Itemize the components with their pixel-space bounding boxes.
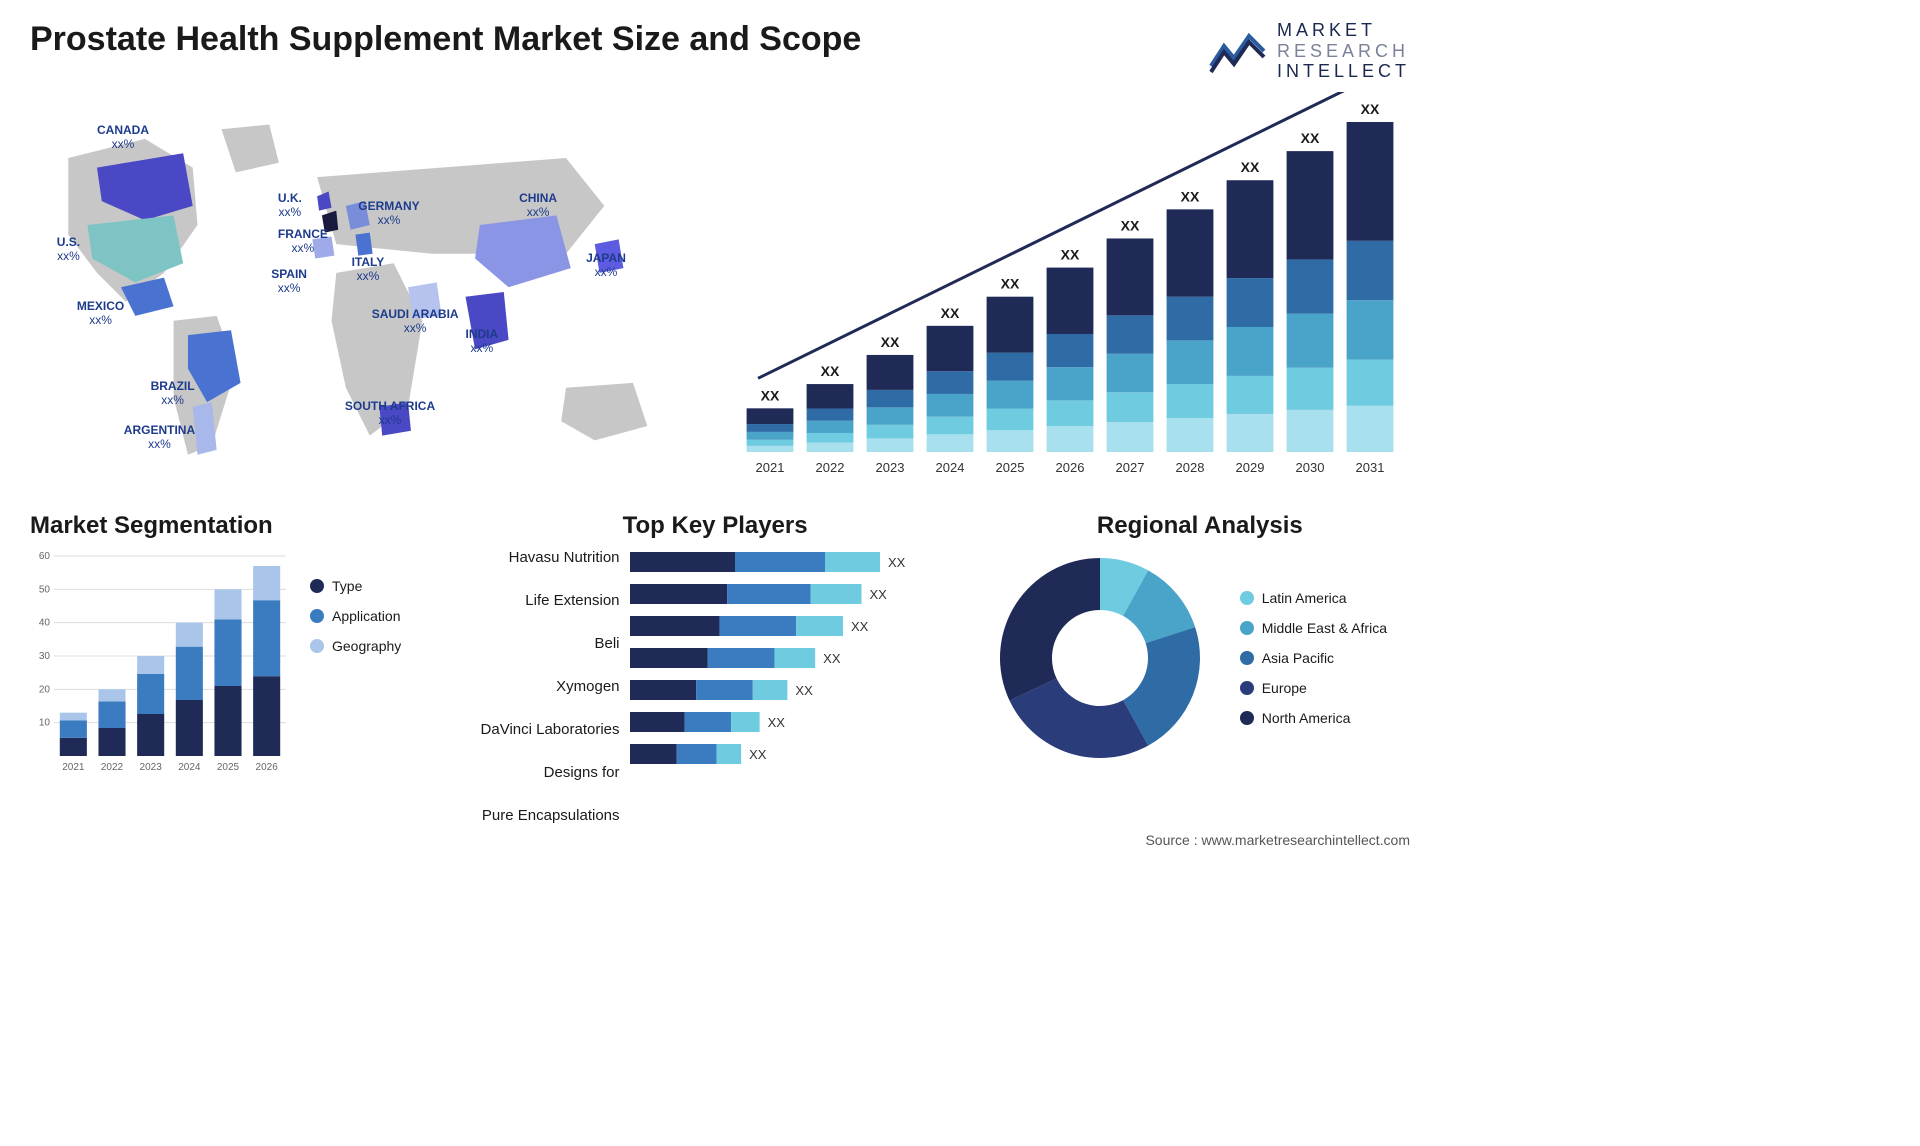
seg-legend-application: Application [310, 608, 401, 624]
players-labels: Havasu Nutrition Life Extension Beli Xymoge… [481, 548, 630, 838]
regional-donut [990, 548, 1210, 768]
svg-text:2023: 2023 [140, 762, 163, 773]
player-label: Xymogen [481, 677, 620, 709]
segmentation-chart: 10 20 30 40 50 60 2021 2022 2023 2024 2025 2026 [30, 548, 290, 778]
map-label-u-k-: U.K.xx% [278, 192, 302, 220]
svg-text:XX: XX [881, 334, 900, 350]
logo-line3: INTELLECT [1277, 61, 1410, 82]
svg-text:XX: XX [1181, 188, 1200, 204]
svg-text:2028: 2028 [1176, 460, 1205, 475]
logo-icon [1209, 26, 1269, 76]
region-legend-north-america: North America [1240, 710, 1387, 726]
svg-text:50: 50 [39, 584, 51, 595]
map-label-italy: ITALYxx% [352, 256, 385, 284]
region-legend-europe: Europe [1240, 680, 1387, 696]
svg-text:XX: XX [1301, 130, 1320, 146]
map-label-argentina: ARGENTINAxx% [124, 424, 195, 452]
svg-text:XX: XX [850, 619, 868, 634]
svg-text:20: 20 [39, 684, 51, 695]
map-label-china: CHINAxx% [519, 192, 557, 220]
seg-legend-geography: Geography [310, 638, 401, 654]
svg-text:40: 40 [39, 618, 51, 629]
map-label-india: INDIAxx% [466, 328, 499, 356]
svg-text:XX: XX [1001, 276, 1020, 292]
players-title: Top Key Players [481, 512, 950, 540]
svg-text:XX: XX [795, 683, 813, 698]
svg-text:2022: 2022 [101, 762, 124, 773]
regional-panel: Regional Analysis Latin America Middle Ea… [990, 512, 1410, 792]
svg-text:2029: 2029 [1236, 460, 1265, 475]
forecast-chart-panel: XX 2021 XX 2022 XX 2023 XX 2024 XX 2025 XX 2026 XX 20… [730, 92, 1410, 492]
svg-text:10: 10 [39, 718, 51, 729]
svg-text:XX: XX [941, 305, 960, 321]
brand-logo: MARKET RESEARCH INTELLECT [1209, 20, 1410, 82]
svg-text:2026: 2026 [1056, 460, 1085, 475]
map-label-saudi-arabia: SAUDI ARABIAxx% [372, 308, 459, 336]
svg-text:2026: 2026 [256, 762, 279, 773]
svg-text:XX: XX [1121, 218, 1140, 234]
svg-text:XX: XX [749, 747, 767, 762]
svg-text:XX: XX [888, 555, 906, 570]
region-legend-latin-america: Latin America [1240, 590, 1387, 606]
page-title: Prostate Health Supplement Market Size a… [30, 20, 861, 59]
logo-line2: RESEARCH [1277, 41, 1410, 62]
forecast-chart: XX 2021 XX 2022 XX 2023 XX 2024 XX 2025 XX 2026 XX 20… [730, 92, 1410, 492]
source-text: Source : www.marketresearchintellect.com [1145, 832, 1410, 848]
segmentation-legend: Type Application Geography [310, 548, 401, 778]
svg-text:XX: XX [821, 363, 840, 379]
svg-text:2027: 2027 [1116, 460, 1145, 475]
player-label: DaVinci Laboratories [481, 720, 620, 752]
svg-text:2022: 2022 [816, 460, 845, 475]
regional-title: Regional Analysis [990, 512, 1410, 540]
svg-text:2025: 2025 [996, 460, 1025, 475]
player-label: Beli [481, 634, 620, 666]
logo-line1: MARKET [1277, 20, 1410, 41]
svg-text:2021: 2021 [756, 460, 785, 475]
map-label-south-africa: SOUTH AFRICAxx% [345, 400, 435, 428]
svg-text:2031: 2031 [1356, 460, 1385, 475]
map-label-germany: GERMANYxx% [358, 200, 419, 228]
svg-text:XX: XX [1061, 247, 1080, 263]
svg-text:2023: 2023 [876, 460, 905, 475]
svg-text:60: 60 [39, 551, 51, 562]
svg-text:XX: XX [761, 387, 780, 403]
map-label-spain: SPAINxx% [271, 268, 307, 296]
segmentation-panel: Market Segmentation 10 20 30 40 50 60 2021 2022… [30, 512, 441, 792]
player-label: Life Extension [481, 591, 620, 623]
player-label: Designs for [481, 763, 620, 795]
svg-text:XX: XX [823, 651, 841, 666]
world-map-panel: CANADAxx% U.S.xx% MEXICOxx% BRAZILxx% ARGENT… [30, 92, 700, 492]
player-label: Havasu Nutrition [481, 548, 620, 580]
svg-text:XX: XX [1361, 101, 1380, 117]
svg-text:2024: 2024 [936, 460, 965, 475]
player-label: Pure Encapsulations [481, 806, 620, 838]
svg-text:2030: 2030 [1296, 460, 1325, 475]
map-label-japan: JAPANxx% [586, 252, 626, 280]
svg-text:XX: XX [767, 715, 785, 730]
seg-legend-type: Type [310, 578, 401, 594]
svg-text:2025: 2025 [217, 762, 240, 773]
map-label-canada: CANADAxx% [97, 124, 149, 152]
svg-text:XX: XX [1241, 159, 1260, 175]
svg-text:2024: 2024 [178, 762, 201, 773]
svg-text:XX: XX [869, 587, 887, 602]
svg-text:30: 30 [39, 651, 51, 662]
map-label-brazil: BRAZILxx% [151, 380, 195, 408]
svg-text:2021: 2021 [62, 762, 85, 773]
segmentation-title: Market Segmentation [30, 512, 441, 540]
players-panel: Top Key Players Havasu Nutrition Life Ext… [481, 512, 950, 792]
map-label-mexico: MEXICOxx% [77, 300, 124, 328]
map-label-france: FRANCExx% [278, 228, 328, 256]
players-chart: XX XX XX XX XX XX XX [630, 548, 930, 778]
regional-legend: Latin America Middle East & Africa Asia Pa… [1240, 590, 1387, 726]
map-label-u-s-: U.S.xx% [57, 236, 80, 264]
region-legend-asia-pacific: Asia Pacific [1240, 650, 1387, 666]
region-legend-middle-east-africa: Middle East & Africa [1240, 620, 1387, 636]
